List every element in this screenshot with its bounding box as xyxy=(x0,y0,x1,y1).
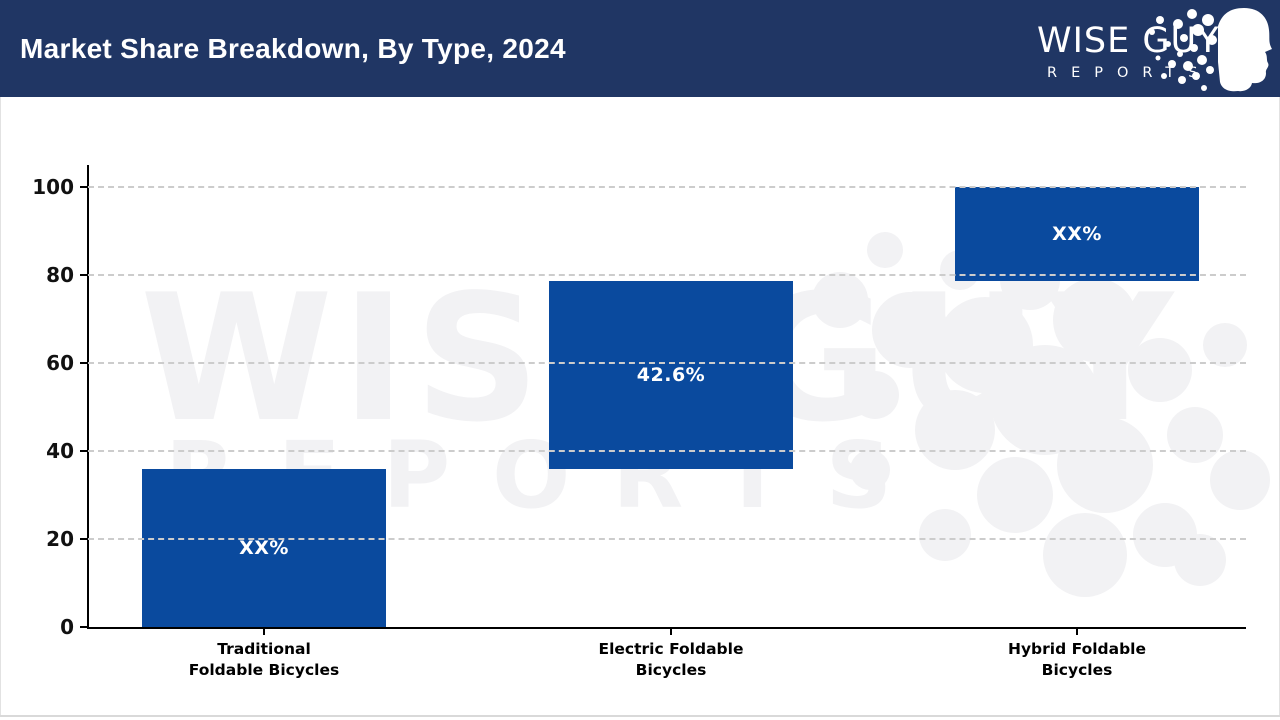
logo-wordmark: WISE GUY xyxy=(1037,21,1220,61)
x-axis-category-line: Foldable Bicycles xyxy=(188,661,340,679)
y-axis-tick xyxy=(80,274,88,276)
y-gridline xyxy=(88,538,1246,540)
y-axis-line xyxy=(87,165,89,629)
y-axis-tick xyxy=(80,362,88,364)
bar-value-label: XX% xyxy=(1052,223,1102,246)
x-axis-category-label: Hybrid Foldable Bicycles xyxy=(907,639,1247,681)
y-axis-tick-label: 20 xyxy=(46,527,74,551)
logo-subtext: REPORTS xyxy=(1047,65,1211,81)
y-axis-tick-label: 0 xyxy=(60,615,74,639)
x-axis-line xyxy=(87,627,1246,629)
y-axis-tick-label: 60 xyxy=(46,351,74,375)
y-axis-tick xyxy=(80,626,88,628)
y-gridline xyxy=(88,274,1246,276)
wise-guy-reports-logo: WISE GUY REPORTS xyxy=(1037,8,1272,92)
logo-dot-cluster-icon xyxy=(1149,9,1217,91)
y-axis-tick-label: 100 xyxy=(32,175,74,199)
bottom-border xyxy=(0,715,1280,717)
y-axis-tick xyxy=(80,186,88,188)
bar-value-label: 42.6% xyxy=(636,363,706,386)
y-gridline xyxy=(88,362,1246,364)
x-axis-category-line: Hybrid Foldable xyxy=(1007,640,1147,658)
x-axis-category-line: Bicycles xyxy=(635,661,707,679)
y-axis-tick xyxy=(80,538,88,540)
x-axis-tick xyxy=(670,628,672,635)
x-axis-category-line: Traditional xyxy=(217,640,311,658)
frame-border-left xyxy=(0,97,1,717)
bar-value-label: XX% xyxy=(239,536,289,559)
bar-segment: 42.6% xyxy=(549,281,793,469)
x-axis-tick xyxy=(263,628,265,635)
x-axis-category-line: Electric Foldable xyxy=(598,640,744,658)
bar-segment: XX% xyxy=(142,468,386,627)
x-axis-category-label: Traditional Foldable Bicycles xyxy=(94,639,434,681)
page-title: Market Share Breakdown, By Type, 2024 xyxy=(20,32,566,64)
x-axis-tick xyxy=(1076,628,1078,635)
face-profile-icon xyxy=(1218,8,1272,92)
wise-guy-logo-icon: WISE GUY REPORTS xyxy=(1037,8,1272,92)
y-gridline xyxy=(88,186,1246,188)
y-gridline xyxy=(88,450,1246,452)
header: Market Share Breakdown, By Type, 2024 WI… xyxy=(0,0,1280,97)
y-axis-tick-label: 80 xyxy=(46,263,74,287)
bar-segment: XX% xyxy=(955,187,1199,282)
y-axis-tick xyxy=(80,450,88,452)
x-axis-category-label: Electric Foldable Bicycles xyxy=(501,639,841,681)
x-axis-category-line: Bicycles xyxy=(1041,661,1113,679)
y-axis-tick-label: 40 xyxy=(46,439,74,463)
